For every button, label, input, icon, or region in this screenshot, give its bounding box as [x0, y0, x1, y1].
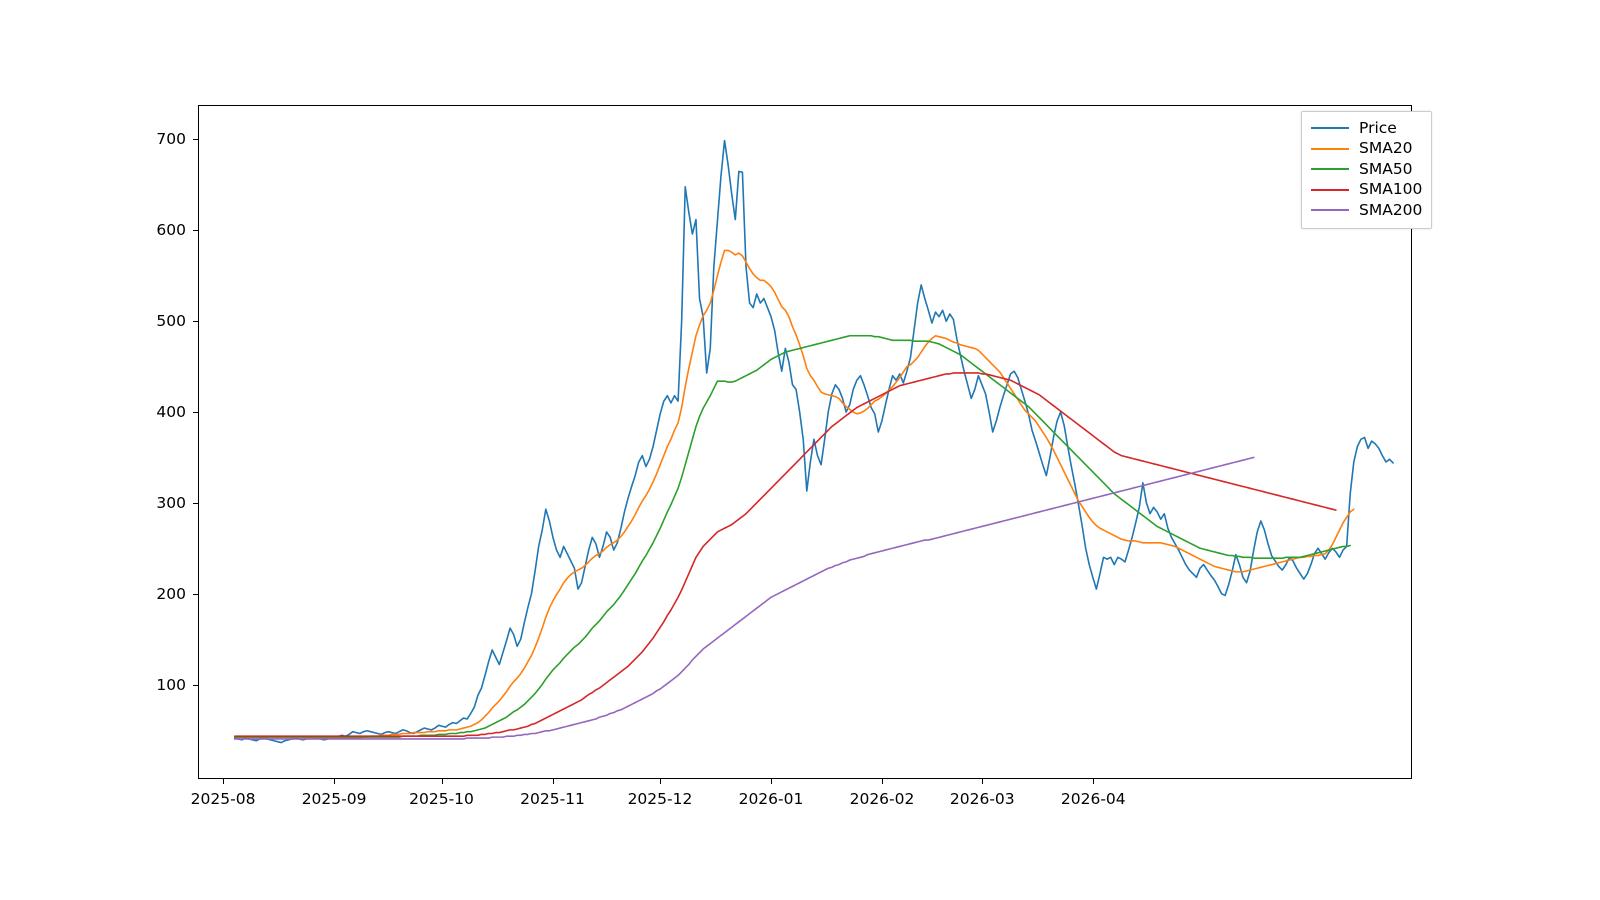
y-tick-label: 300 [156, 494, 186, 513]
x-tick-mark [441, 779, 443, 784]
legend-label: SMA100 [1359, 180, 1423, 198]
x-tick-mark [334, 779, 336, 784]
series-line-sma200 [235, 457, 1254, 739]
series-line-sma20 [235, 250, 1354, 738]
y-tick-label: 400 [156, 402, 186, 421]
y-tick-mark [193, 685, 198, 687]
legend-item-sma50[interactable]: SMA50 [1311, 159, 1422, 180]
legend-label: Price [1359, 118, 1397, 137]
legend-item-sma100[interactable]: SMA100 [1311, 180, 1422, 201]
y-tick-label: 500 [156, 311, 186, 330]
legend-label: SMA50 [1359, 159, 1413, 178]
x-tick-label: 2026-01 [738, 790, 804, 808]
x-tick-mark [659, 779, 662, 784]
x-tick-label: 2025-09 [301, 790, 367, 808]
series-line-sma100 [235, 373, 1336, 736]
y-tick-label: 600 [156, 220, 186, 239]
legend-label: SMA20 [1359, 139, 1413, 157]
x-tick-label: 2026-03 [949, 790, 1015, 808]
legend-item-sma20[interactable]: SMA20 [1311, 139, 1422, 160]
legend: Price SMA20 SMA50 SMA100 SMA200 [1301, 111, 1433, 229]
x-tick-mark [552, 779, 554, 784]
x-tick-label: 2025-12 [627, 790, 693, 808]
x-tick-label: 2025-10 [409, 790, 474, 808]
y-tick-label: 200 [156, 585, 186, 604]
y-tick-mark [193, 503, 198, 505]
x-tick-mark [1093, 779, 1095, 784]
y-tick-mark [193, 138, 198, 140]
plot-area [198, 105, 1412, 779]
y-tick-mark [193, 229, 198, 231]
legend-item-sma200[interactable]: SMA200 [1311, 200, 1422, 221]
legend-color-swatch [1311, 127, 1349, 130]
legend-color-swatch [1311, 209, 1349, 212]
series-canvas [199, 106, 1411, 778]
x-tick-label: 2025-08 [190, 790, 256, 808]
x-tick-mark [223, 779, 225, 784]
x-tick-mark [982, 779, 984, 784]
x-tick-label: 2026-04 [1060, 790, 1126, 808]
x-tick-mark [770, 779, 773, 784]
legend-label: SMA200 [1359, 200, 1423, 219]
series-line-sma50 [235, 336, 1350, 737]
legend-color-swatch [1311, 188, 1349, 191]
legend-item-price[interactable]: Price [1311, 118, 1422, 139]
x-tick-label: 2026-02 [849, 790, 915, 808]
y-tick-mark [193, 411, 198, 414]
x-tick-label: 2025-11 [520, 790, 585, 808]
y-tick-label: 700 [156, 129, 186, 148]
legend-color-swatch [1311, 168, 1349, 171]
x-tick-mark [881, 779, 884, 784]
y-tick-mark [193, 594, 198, 596]
y-tick-mark [193, 320, 198, 322]
y-tick-label: 100 [156, 676, 186, 695]
legend-color-swatch [1311, 147, 1349, 150]
series-line-price [235, 141, 1393, 743]
